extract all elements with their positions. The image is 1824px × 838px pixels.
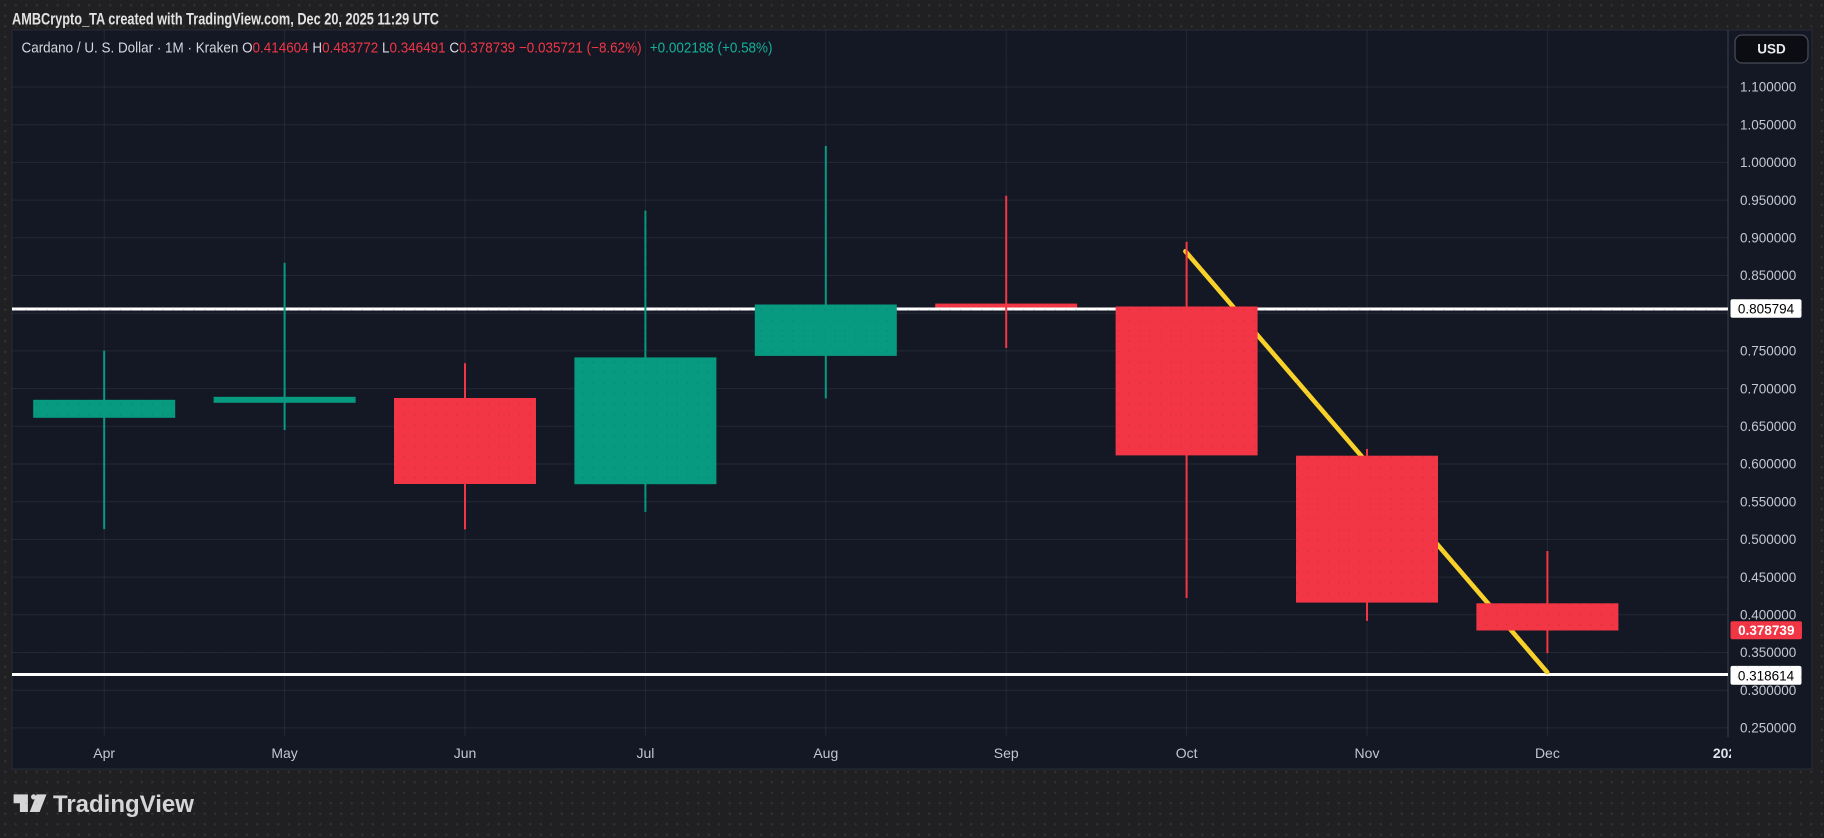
svg-text:Aug: Aug: [813, 745, 838, 761]
svg-text:0.650000: 0.650000: [1740, 419, 1796, 434]
svg-text:Jun: Jun: [454, 745, 477, 761]
svg-text:Jul: Jul: [636, 745, 654, 761]
svg-text:0.378739: 0.378739: [1738, 623, 1794, 638]
svg-text:1.050000: 1.050000: [1740, 117, 1796, 132]
svg-text:0.318614: 0.318614: [1738, 668, 1795, 683]
svg-text:AMBCrypto_TA created with Trad: AMBCrypto_TA created with TradingView.co…: [12, 10, 439, 29]
svg-text:0.250000: 0.250000: [1740, 721, 1796, 736]
svg-text:Apr: Apr: [93, 745, 115, 761]
svg-text:0.350000: 0.350000: [1740, 645, 1796, 660]
svg-text:0.400000: 0.400000: [1740, 608, 1796, 623]
svg-text:2026: 2026: [1713, 745, 1744, 761]
svg-text:Sep: Sep: [994, 745, 1019, 761]
svg-text:0.850000: 0.850000: [1740, 268, 1796, 283]
svg-text:1.000000: 1.000000: [1740, 155, 1796, 170]
svg-text:0.805794: 0.805794: [1738, 301, 1795, 316]
svg-text:Oct: Oct: [1176, 745, 1198, 761]
svg-text:Nov: Nov: [1355, 745, 1380, 761]
svg-text:0.750000: 0.750000: [1740, 344, 1796, 359]
svg-text:0.300000: 0.300000: [1740, 683, 1796, 698]
svg-text:Cardano / U. S. Dollar · 1M ·: Cardano / U. S. Dollar · 1M · Kraken O0.…: [22, 40, 773, 57]
svg-text:0.500000: 0.500000: [1740, 532, 1796, 547]
svg-text:0.600000: 0.600000: [1740, 457, 1796, 472]
svg-text:1.100000: 1.100000: [1740, 80, 1796, 95]
svg-text:0.450000: 0.450000: [1740, 570, 1796, 585]
svg-text:0.550000: 0.550000: [1740, 494, 1796, 509]
svg-text:0.950000: 0.950000: [1740, 193, 1796, 208]
svg-text:0.900000: 0.900000: [1740, 231, 1796, 246]
svg-text:USD: USD: [1757, 42, 1786, 57]
svg-text:0.700000: 0.700000: [1740, 381, 1796, 396]
svg-text:TradingView: TradingView: [53, 791, 194, 818]
svg-text:Dec: Dec: [1535, 745, 1560, 761]
svg-text:May: May: [271, 745, 297, 761]
